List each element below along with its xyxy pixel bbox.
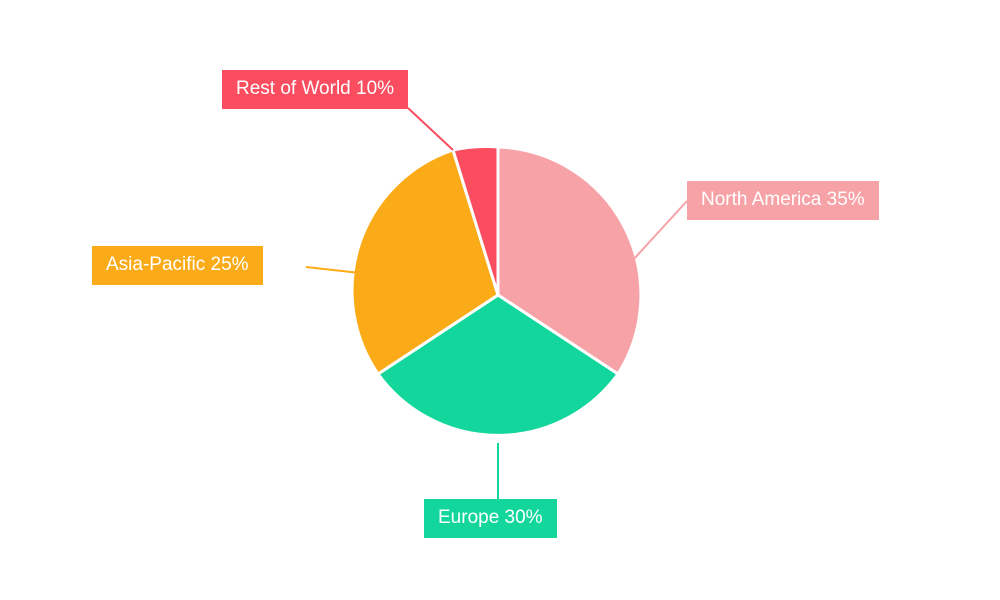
label-europe[interactable]: Europe 30% [424, 499, 557, 538]
leader-line-rest-of-world [408, 108, 453, 150]
leader-line-north-america [633, 201, 687, 260]
label-north-america[interactable]: North America 35% [687, 181, 879, 220]
label-asia-pacific[interactable]: Asia-Pacific 25% [92, 246, 263, 285]
label-rest-of-world[interactable]: Rest of World 10% [222, 70, 408, 109]
pie-chart-container: Rest of World 10% North America 35% Asia… [0, 0, 1000, 600]
